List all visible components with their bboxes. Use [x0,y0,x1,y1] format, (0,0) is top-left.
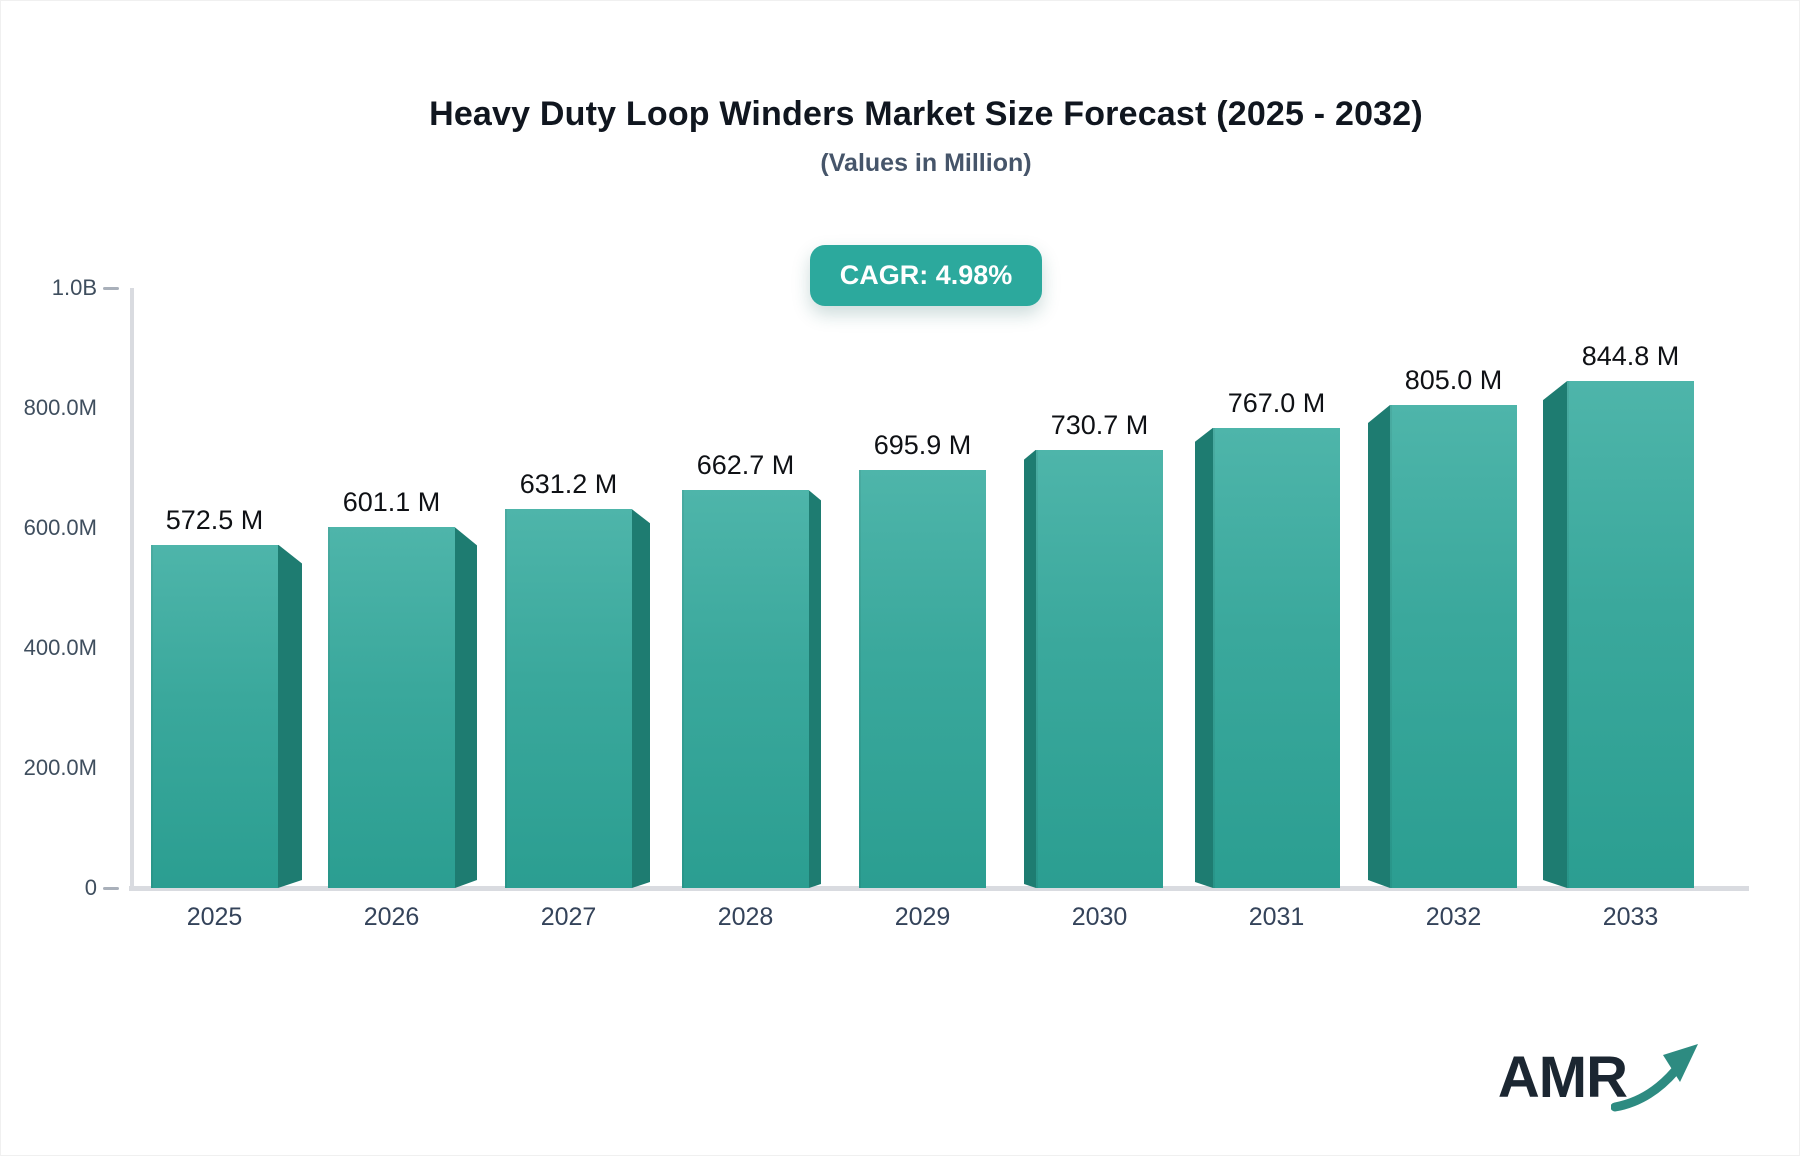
bar-value-label: 805.0 M [1404,365,1503,395]
bar-2033 [1567,381,1694,888]
bar-side-2025 [278,545,302,889]
bar-2032 [1390,405,1517,888]
y-axis-tick [103,886,119,890]
bar-2027 [505,509,632,888]
x-axis-label: 2033 [1602,903,1659,931]
y-axis-label: 0 [84,875,97,900]
x-axis-label: 2032 [1425,903,1482,931]
bar-value-label: 844.8 M [1581,341,1680,372]
bar-side-2031 [1195,428,1213,888]
y-axis-label: 400.0M [23,635,97,660]
bar-2031 [1213,427,1340,888]
bar-value-label: 631.2 M [519,469,618,500]
x-axis-label: 2030 [1071,903,1128,931]
logo-arrow-icon [1611,1044,1698,1112]
x-axis-label: 2029 [894,903,951,931]
x-axis-label: 2031 [1248,903,1305,931]
x-axis-line [129,886,1749,891]
bar-2025 [151,544,278,888]
bar-side-2030 [1024,450,1036,888]
cagr-badge-row: CAGR: 4.98% [51,245,1799,306]
page-title: Heavy Duty Loop Winders Market Size Fore… [429,95,1423,133]
bar-2026 [328,527,455,888]
amr-logo: AMR [1498,1041,1703,1115]
page-subtitle: (Values in Million) [820,149,1032,177]
bar-value-label: 601.1 M [342,487,441,518]
bar-2030 [1036,449,1163,888]
y-axis-label: 200.0M [23,755,97,780]
bar-value-label: 730.7 M [1050,409,1149,440]
y-axis-tick [103,286,119,290]
y-axis-line [130,288,134,888]
bar-side-2033 [1543,381,1567,888]
bar-value-label: 572.5 M [165,504,264,535]
y-axis-label: 1.0B [51,275,97,300]
cagr-badge: CAGR: 4.98% [809,245,1043,306]
bar-side-2027 [632,509,650,888]
y-axis-label: 600.0M [23,515,97,540]
bar-value-label: 767.0 M [1227,387,1326,418]
logo-text: AMR [1497,1045,1628,1110]
x-axis-label: 2028 [717,903,774,931]
x-axis-label: 2027 [540,903,597,931]
bar-2028 [682,490,809,888]
y-axis-label: 800.0M [23,395,97,420]
bar-value-label: 662.7 M [696,450,795,481]
bar-side-2032 [1368,405,1390,888]
bar-value-label: 695.9 M [873,430,972,461]
bar-side-2026 [455,527,477,888]
bar-side-2028 [809,490,821,888]
bar-2029 [859,470,986,888]
x-axis-label: 2026 [363,903,420,931]
x-axis-label: 2025 [186,903,243,931]
